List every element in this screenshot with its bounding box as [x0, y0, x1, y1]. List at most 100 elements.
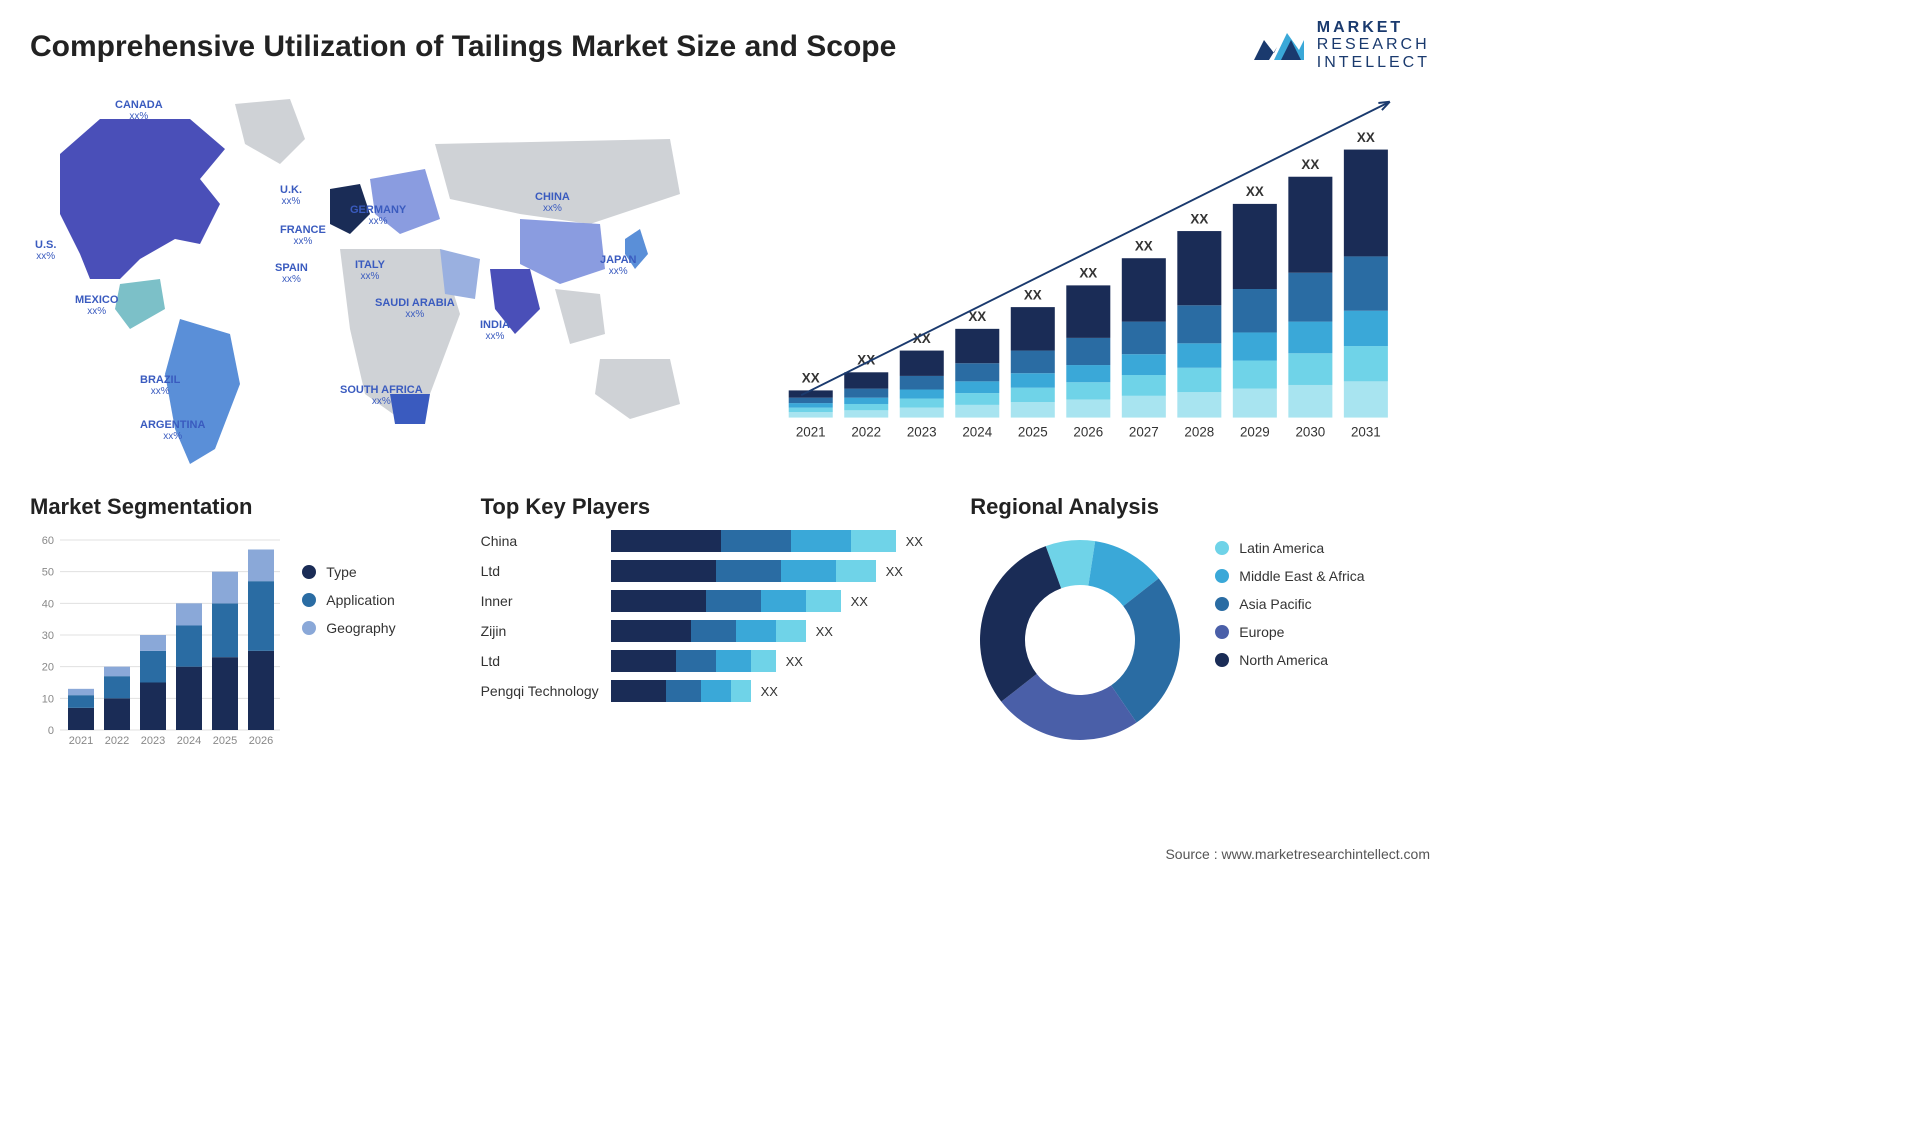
seg-ytick: 30 [42, 630, 54, 642]
player-label: Pengqi Technology [481, 683, 611, 699]
growth-bar [1177, 392, 1221, 417]
map-label-u.k.: U.K.xx% [280, 184, 302, 207]
growth-bar [1011, 351, 1055, 374]
map-region-north_america [60, 119, 225, 279]
growth-bar [1344, 381, 1388, 417]
growth-bar [844, 398, 888, 404]
growth-bar-label: XX [802, 371, 820, 386]
growth-bar [900, 399, 944, 408]
seg-year: 2023 [141, 735, 165, 747]
growth-bar [1011, 388, 1055, 402]
page-title: Comprehensive Utilization of Tailings Ma… [30, 30, 1430, 64]
map-label-india: INDIAxx% [480, 319, 510, 342]
growth-bar [1288, 353, 1332, 385]
growth-bar [1288, 273, 1332, 322]
player-row: InnerXX [481, 590, 941, 612]
growth-bar [789, 390, 833, 397]
growth-bar-label: XX [1024, 287, 1042, 302]
growth-bar [1122, 396, 1166, 418]
player-value: XX [786, 654, 803, 669]
growth-bar [1344, 256, 1388, 310]
player-value: XX [816, 624, 833, 639]
seg-year: 2025 [213, 735, 237, 747]
player-bar-segment [836, 560, 876, 582]
player-bar-segment [611, 680, 666, 702]
players-title: Top Key Players [481, 494, 941, 520]
growth-bar [1344, 346, 1388, 381]
seg-legend-item: Type [302, 564, 395, 580]
growth-bar [900, 376, 944, 390]
seg-bar [248, 651, 274, 730]
growth-bar [900, 351, 944, 376]
growth-bar [844, 404, 888, 410]
segmentation-chart: 0102030405060202120222023202420252026 [30, 530, 290, 750]
seg-bar [140, 635, 166, 651]
player-bar-segment [611, 590, 706, 612]
seg-ytick: 40 [42, 598, 54, 610]
growth-bar [1122, 354, 1166, 375]
growth-bar [1066, 365, 1110, 382]
player-bar-segment [701, 680, 731, 702]
player-label: Ltd [481, 653, 611, 669]
growth-bar [1011, 373, 1055, 387]
growth-bar-label: XX [1135, 239, 1153, 254]
player-bar-segment [791, 530, 851, 552]
growth-year-label: 2022 [851, 425, 881, 440]
map-region-se_asia [555, 289, 605, 344]
player-bar-segment [691, 620, 736, 642]
player-row: LtdXX [481, 560, 941, 582]
map-label-brazil: BRAZILxx% [140, 374, 180, 397]
growth-bar [955, 329, 999, 363]
map-label-argentina: ARGENTINAxx% [140, 419, 205, 442]
seg-bar [104, 667, 130, 677]
growth-year-label: 2023 [907, 425, 937, 440]
growth-year-label: 2026 [1073, 425, 1103, 440]
map-label-japan: JAPANxx% [600, 254, 636, 277]
player-bar-segment [731, 680, 751, 702]
growth-bar-label: XX [1079, 266, 1097, 281]
seg-ytick: 60 [42, 535, 54, 547]
seg-bar [212, 603, 238, 657]
seg-year: 2021 [69, 735, 93, 747]
player-bar [611, 590, 841, 612]
map-region-middle_east [440, 249, 480, 299]
logo-icon [1249, 15, 1309, 75]
growth-chart: XX2021XX2022XX2023XX2024XX2025XX2026XX20… [760, 84, 1430, 484]
player-bar-segment [676, 650, 716, 672]
player-bar [611, 560, 876, 582]
map-region-greenland [235, 99, 305, 164]
player-value: XX [851, 594, 868, 609]
player-label: Zijin [481, 623, 611, 639]
growth-bar [1066, 285, 1110, 338]
regional-legend-item: North America [1215, 652, 1364, 668]
growth-bar [789, 412, 833, 417]
growth-bar [1177, 343, 1221, 367]
segmentation-section: Market Segmentation 01020304050602021202… [30, 494, 451, 755]
growth-bar [1233, 332, 1277, 360]
player-bar-segment [716, 650, 751, 672]
player-bar-segment [706, 590, 761, 612]
seg-bar [68, 695, 94, 708]
regional-legend-item: Europe [1215, 624, 1364, 640]
player-value: XX [906, 534, 923, 549]
map-label-south-africa: SOUTH AFRICAxx% [340, 384, 423, 407]
growth-bar [1122, 322, 1166, 355]
player-label: China [481, 533, 611, 549]
seg-bar [248, 581, 274, 651]
growth-bar-label: XX [1357, 130, 1375, 145]
brand-logo: MARKET RESEARCH INTELLECT [1249, 15, 1430, 75]
seg-year: 2024 [177, 735, 201, 747]
regional-legend: Latin AmericaMiddle East & AfricaAsia Pa… [1215, 540, 1364, 750]
player-bar-segment [666, 680, 701, 702]
player-bar-segment [716, 560, 781, 582]
player-bar [611, 620, 806, 642]
map-label-canada: CANADAxx% [115, 99, 163, 122]
growth-bar [844, 372, 888, 388]
player-bar [611, 530, 896, 552]
map-label-italy: ITALYxx% [355, 259, 385, 282]
map-label-france: FRANCExx% [280, 224, 326, 247]
player-bar-segment [776, 620, 806, 642]
map-label-spain: SPAINxx% [275, 262, 308, 285]
segmentation-legend: TypeApplicationGeography [302, 564, 395, 648]
players-section: Top Key Players ChinaXXLtdXXInnerXXZijin… [481, 494, 941, 755]
